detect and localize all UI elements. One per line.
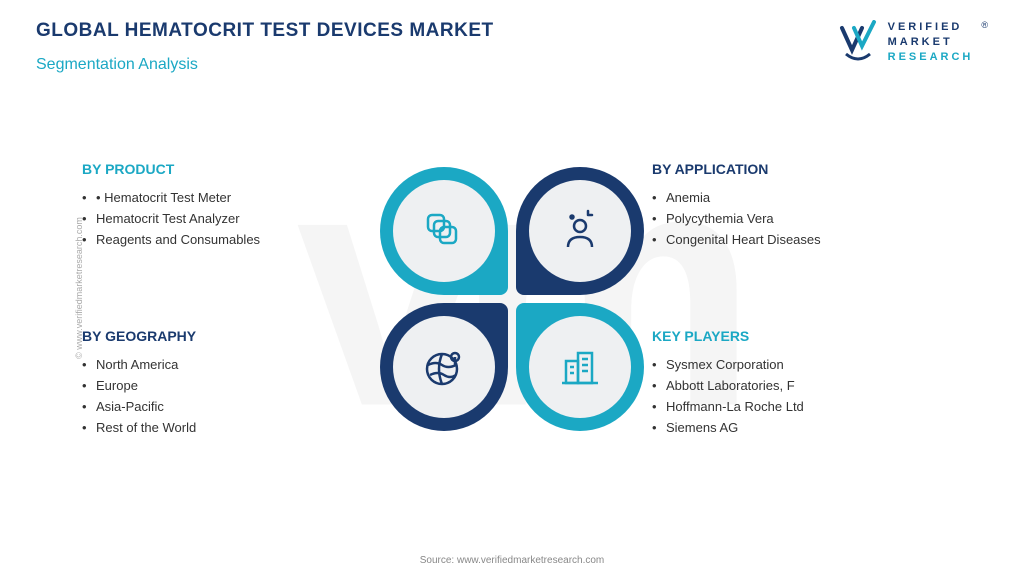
logo-line3: RESEARCH [888,50,974,65]
building-icon [558,345,602,389]
list-item: Anemia [652,187,942,208]
segment-product: BY PRODUCT • Hematocrit Test Meter Hemat… [82,161,372,250]
right-column: BY APPLICATION Anemia Polycythemia Vera … [652,161,942,438]
product-icon [422,209,466,253]
list-item: Reagents and Consumables [82,229,372,250]
list-item: Hematocrit Test Analyzer [82,208,372,229]
content-area: BY PRODUCT • Hematocrit Test Meter Hemat… [0,80,1024,510]
registered-mark: ® [981,20,988,30]
logo-line1: VERIFIED [888,20,974,35]
segment-players: KEY PLAYERS Sysmex Corporation Abbott La… [652,328,942,438]
list-item: Siemens AG [652,417,942,438]
segment-list: • Hematocrit Test Meter Hematocrit Test … [82,187,372,250]
list-item: Rest of the World [82,417,372,438]
segment-heading: BY PRODUCT [82,161,372,177]
list-item: Asia-Pacific [82,396,372,417]
logo-text: VERIFIED MARKET RESEARCH [888,20,974,65]
petal-inner [393,180,495,282]
petal-inner [529,316,631,418]
segment-list: Sysmex Corporation Abbott Laboratories, … [652,354,942,438]
source-text: Source: www.verifiedmarketresearch.com [420,555,605,566]
petal-geography [380,303,508,431]
petal-inner [529,180,631,282]
left-column: BY PRODUCT • Hematocrit Test Meter Hemat… [82,161,372,438]
globe-icon [422,345,466,389]
list-item: Europe [82,375,372,396]
list-item: Sysmex Corporation [652,354,942,375]
petal-players [516,303,644,431]
segment-application: BY APPLICATION Anemia Polycythemia Vera … [652,161,942,250]
segment-heading: KEY PLAYERS [652,328,942,344]
list-item: Polycythemia Vera [652,208,942,229]
list-item: North America [82,354,372,375]
logo-line2: MARKET [888,35,974,50]
segment-geography: BY GEOGRAPHY North America Europe Asia-P… [82,328,372,438]
segment-heading: BY APPLICATION [652,161,942,177]
list-item: Abbott Laboratories, F [652,375,942,396]
logo: VERIFIED MARKET RESEARCH ® [836,20,988,65]
segment-list: Anemia Polycythemia Vera Congenital Hear… [652,187,942,250]
logo-mark-icon [836,20,880,64]
segment-heading: BY GEOGRAPHY [82,328,372,344]
list-item: • Hematocrit Test Meter [82,187,372,208]
segment-list: North America Europe Asia-Pacific Rest o… [82,354,372,438]
person-icon [558,209,602,253]
petal-product [380,167,508,295]
petal-inner [393,316,495,418]
center-graphic [372,159,652,439]
list-item: Hoffmann-La Roche Ltd [652,396,942,417]
list-item: Congenital Heart Diseases [652,229,942,250]
petal-application [516,167,644,295]
